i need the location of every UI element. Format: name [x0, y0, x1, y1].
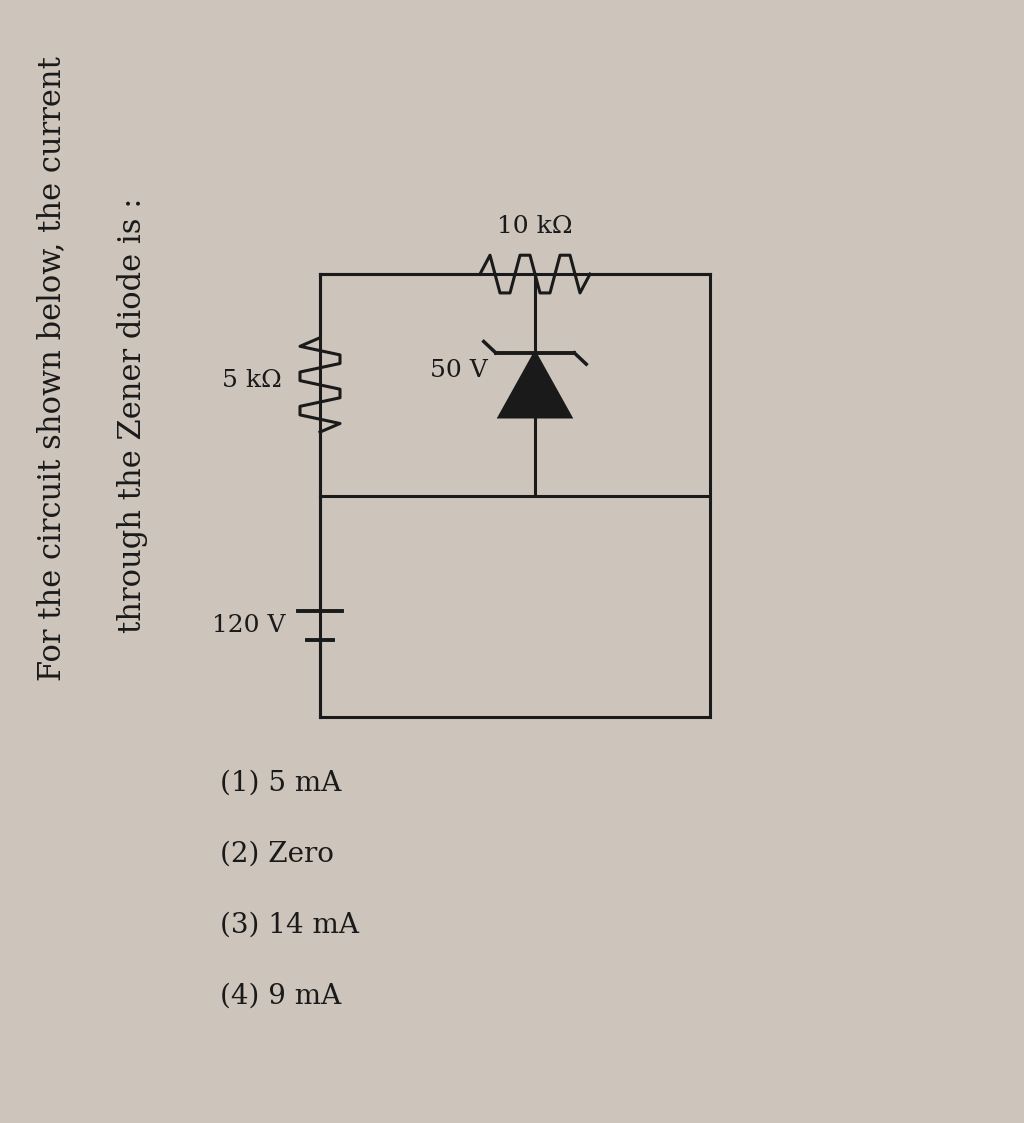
Text: through the Zener diode is :: through the Zener diode is : [117, 198, 147, 633]
Text: 10 kΩ: 10 kΩ [498, 216, 572, 238]
Text: For the circuit shown below, the current: For the circuit shown below, the current [37, 56, 68, 681]
Polygon shape [500, 353, 570, 417]
Text: (4) 9 mA: (4) 9 mA [220, 983, 341, 1010]
Text: 120 V: 120 V [212, 614, 285, 637]
Text: (3) 14 mA: (3) 14 mA [220, 912, 359, 939]
Text: 5 kΩ: 5 kΩ [222, 368, 282, 392]
Text: (1) 5 mA: (1) 5 mA [220, 770, 341, 797]
Text: (2) Zero: (2) Zero [220, 841, 334, 868]
Text: 50 V: 50 V [429, 359, 487, 382]
